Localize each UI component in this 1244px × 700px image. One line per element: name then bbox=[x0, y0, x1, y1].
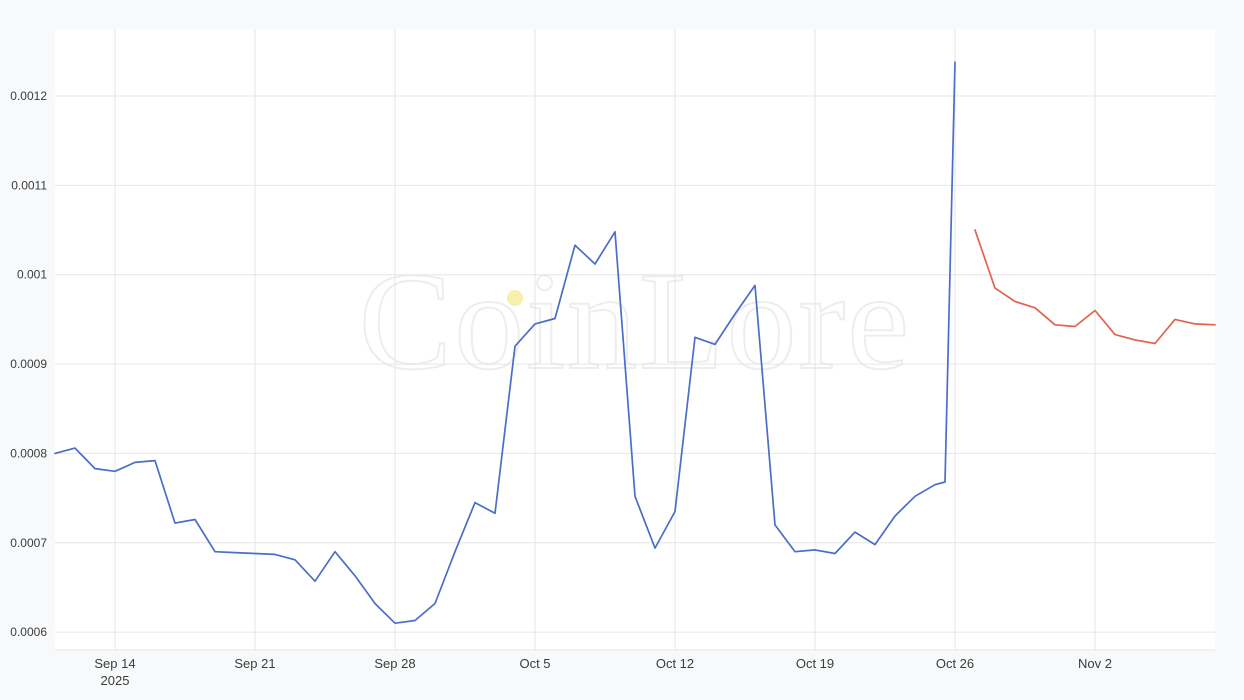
x-axis-tick-label: Oct 19 bbox=[796, 656, 834, 671]
x-axis-tick-label: Oct 12 bbox=[656, 656, 694, 671]
y-axis-tick-label: 0.0006 bbox=[10, 625, 47, 639]
forecast-price-line[interactable] bbox=[974, 229, 1216, 345]
x-axis-tick-label: Sep 28 bbox=[374, 656, 415, 671]
y-axis-tick-label: 0.0011 bbox=[11, 178, 47, 192]
moon-phase-marker[interactable] bbox=[507, 290, 523, 306]
plot-background bbox=[55, 29, 1215, 650]
x-axis-tick-label: Oct 26 bbox=[936, 656, 974, 671]
x-axis-tick-sublabel: 2025 bbox=[101, 673, 130, 688]
x-axis-tick-label: Oct 5 bbox=[519, 656, 550, 671]
x-axis-tick-label: Sep 14 bbox=[94, 656, 135, 671]
y-axis-tick-label: 0.0008 bbox=[10, 446, 47, 460]
y-axis-tick-label: 0.0012 bbox=[10, 89, 47, 103]
x-axis-tick-label: Sep 21 bbox=[234, 656, 275, 671]
y-axis-tick-label: 0.0007 bbox=[10, 536, 47, 550]
x-axis-tick-label: Nov 2 bbox=[1078, 656, 1112, 671]
historical-price-line[interactable] bbox=[54, 61, 956, 625]
y-axis-tick-label: 0.001 bbox=[17, 268, 47, 282]
y-axis-tick-label: 0.0009 bbox=[10, 357, 47, 371]
